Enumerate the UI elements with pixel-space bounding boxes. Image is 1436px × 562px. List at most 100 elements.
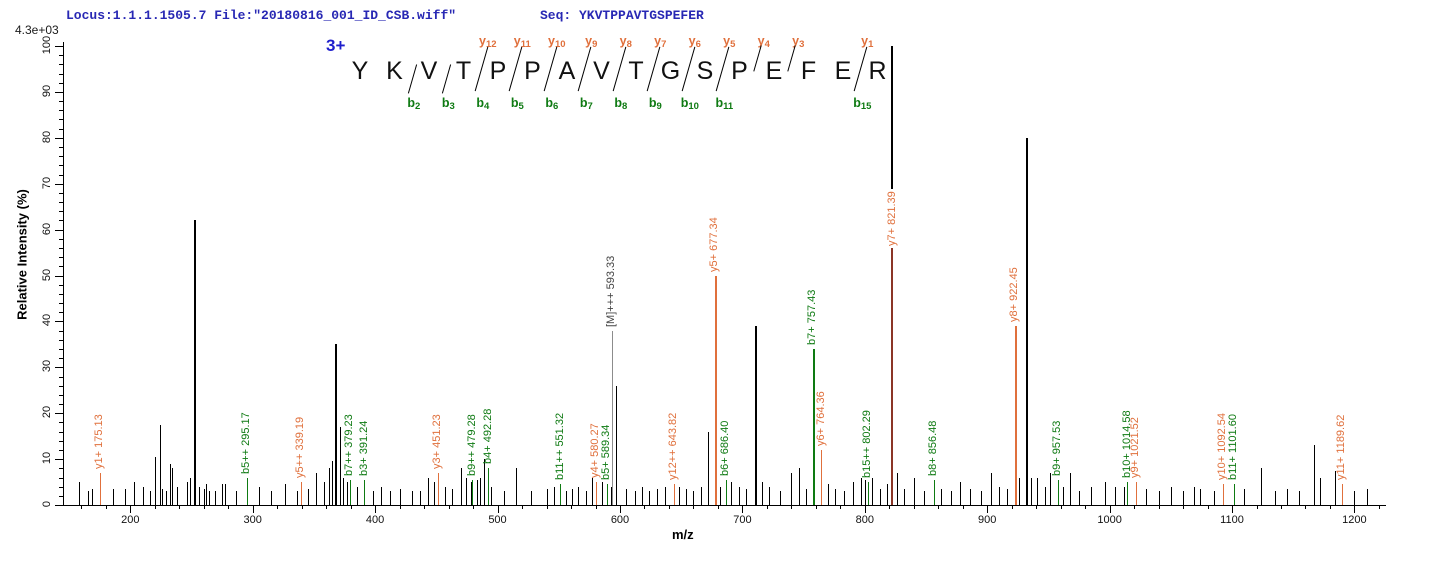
unassigned-peak [1354,491,1356,505]
unassigned-peak [591,477,593,505]
x-minor-tick [668,505,670,509]
y-minor-tick [59,394,63,396]
precursor-label: [M]+++ 593.33 [605,255,618,327]
y-ion-label: y6 [688,34,701,50]
unassigned-peak [1070,472,1072,505]
unassigned-peak [553,486,555,505]
unassigned-peak [585,491,587,505]
unassigned-peak [835,488,837,505]
x-minor-tick [1134,505,1136,509]
y-minor-tick [59,348,63,350]
unassigned-peak [1044,486,1046,505]
unassigned-peak [1183,491,1184,505]
base-peak-ion-overlay [891,248,893,505]
y-major-tick [55,275,63,277]
fragment-peak [364,479,366,505]
x-minor-tick [1256,505,1258,509]
b-ion-label: b4 [476,96,490,112]
y-minor-tick [59,385,63,387]
y-ion-label: y9 [585,34,598,50]
unassigned-peak [142,486,144,505]
unassigned-peak [1170,486,1172,505]
precursor-marker-line [611,330,613,505]
fragment-label: y5+ 677.34 [708,216,721,272]
unassigned-peak [159,424,161,505]
x-tick-label: 900 [978,514,997,526]
y-minor-tick [59,303,63,304]
unassigned-peak [746,488,747,505]
x-minor-tick [350,505,352,509]
unassigned-peak [1366,488,1368,505]
unassigned-peak [323,482,325,505]
unassigned-peak [480,477,482,505]
unassigned-peak [235,491,237,505]
fragment-peak [488,468,490,505]
unassigned-peak [879,488,881,505]
unassigned-peak [1158,491,1160,505]
unassigned-peak [686,488,688,505]
unassigned-peak [649,491,651,505]
y-minor-tick [59,339,63,341]
fragment-peak [1233,484,1235,505]
x-minor-tick [277,505,279,509]
unassigned-peak [347,482,348,505]
unassigned-peak [411,491,413,505]
x-major-tick [130,505,132,513]
unassigned-peak [1200,488,1202,505]
unassigned-peak [769,486,771,505]
residue-letter: E [834,57,852,85]
fragment-peak [1222,484,1224,505]
unassigned-peak [1037,477,1039,505]
y-minor-tick [59,431,63,433]
unassigned-peak [258,486,260,505]
unassigned-peak [616,385,618,505]
y-minor-tick [59,248,63,249]
y-tick-label: 20 [41,406,53,419]
x-minor-tick [766,505,768,509]
unassigned-peak [923,491,925,505]
x-minor-tick [889,505,891,509]
fragment-peak [595,482,597,505]
unassigned-peak [960,482,962,505]
x-minor-tick [1329,505,1331,509]
y-minor-tick [59,238,63,240]
fragment-label: b8+ 856.48 [927,420,940,476]
fragment-label: y7+ 821.39 [885,189,898,248]
fragment-peak [300,482,302,505]
precursor-charge-label: 3+ [326,36,346,55]
x-minor-tick [399,505,401,509]
unassigned-peak [343,477,345,505]
unassigned-peak [503,491,505,505]
y-minor-tick [59,82,63,84]
x-minor-tick [424,505,426,509]
x-tick-label: 500 [488,514,507,526]
fragment-peak [725,479,727,505]
unassigned-peak [208,491,210,505]
unassigned-peak [861,477,863,505]
y-major-tick [55,413,63,415]
y-minor-tick [59,165,63,167]
x-minor-tick [815,505,817,509]
y-minor-tick [59,110,63,112]
unassigned-peak [572,488,574,505]
unassigned-peak [198,486,200,505]
unassigned-peak [601,482,603,505]
unassigned-peak [214,491,216,505]
unassigned-peak [427,477,429,505]
y-minor-tick [59,220,63,222]
y-tick-label: 80 [41,130,53,143]
y-minor-tick [59,147,63,148]
x-minor-tick [595,505,597,509]
unassigned-peak [1320,477,1322,505]
unassigned-peak [176,486,178,505]
unassigned-peak [372,491,374,505]
unassigned-peak [134,482,135,505]
unassigned-peak [626,488,628,505]
x-major-tick [375,505,377,513]
y-minor-tick [59,358,63,360]
unassigned-peak [1334,470,1336,505]
fragment-label: y8+ 922.45 [1008,267,1021,322]
x-major-tick [252,505,254,513]
unassigned-peak [886,484,888,505]
header-sequence: Seq: YKVTPPAVTGSPEFER [540,8,704,23]
